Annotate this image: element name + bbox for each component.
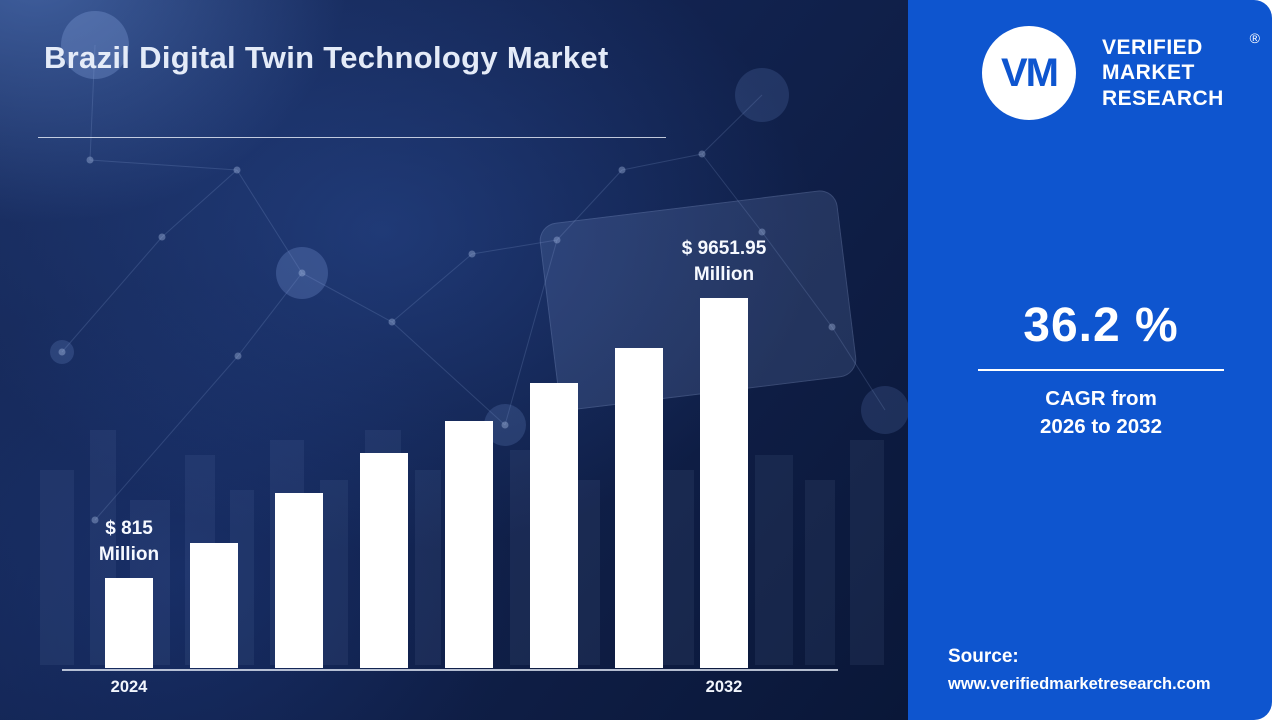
x-axis-label: 2032 xyxy=(705,678,743,696)
source-url[interactable]: www.verifiedmarketresearch.com xyxy=(948,675,1211,693)
bar-column xyxy=(530,383,578,668)
x-axis-labels: 2024 2032 xyxy=(62,668,838,708)
bar-column xyxy=(445,421,493,668)
cagr-label-line1: CAGR from xyxy=(1045,387,1157,410)
cagr-label: CAGR from 2026 to 2032 xyxy=(938,385,1264,440)
source-label: Source: xyxy=(948,646,1019,667)
bar-column xyxy=(275,493,323,668)
bar-value-annotation: $ 9651.95 Million xyxy=(681,237,767,285)
x-axis-label: 2024 xyxy=(110,678,148,696)
bar xyxy=(105,578,153,668)
x-axis-line xyxy=(62,669,838,671)
chart-section: Brazil Digital Twin Technology Market $ … xyxy=(0,0,908,720)
bar xyxy=(530,383,578,668)
bar-chart: $ 815 Million $ 9651.95 Million 2024 2032 xyxy=(62,230,838,696)
cagr-block: 36.2 % CAGR from 2026 to 2032 xyxy=(938,298,1264,440)
vmr-logo-icon: VM xyxy=(982,26,1076,120)
brand-logo: VM VERIFIED MARKET RESEARCH xyxy=(982,26,1224,120)
title-underline xyxy=(38,137,666,138)
constellation-lines xyxy=(61,44,886,521)
bars-container: $ 815 Million $ 9651.95 Million xyxy=(62,230,838,668)
bar xyxy=(360,453,408,668)
vmr-monogram: VM xyxy=(1001,50,1059,95)
brand-name-line: VERIFIED xyxy=(1102,35,1203,59)
bar xyxy=(275,493,323,668)
bar xyxy=(615,348,663,668)
constellation-nodes xyxy=(58,150,836,524)
cagr-label-line2: 2026 to 2032 xyxy=(1040,414,1162,438)
cagr-value: 36.2 % xyxy=(1023,299,1179,352)
brand-name-line: RESEARCH xyxy=(1102,86,1224,110)
page-title: Brazil Digital Twin Technology Market xyxy=(44,40,609,75)
brand-name: VERIFIED MARKET RESEARCH xyxy=(1102,35,1224,112)
bar-column xyxy=(615,348,663,668)
source-block: Source: www.verifiedmarketresearch.com xyxy=(948,646,1211,694)
bar xyxy=(190,543,238,668)
bar xyxy=(700,298,748,668)
bar-column: $ 815 Million xyxy=(99,516,159,668)
registered-trademark: ® xyxy=(1249,30,1260,46)
bar-column xyxy=(360,453,408,668)
bar-column: $ 9651.95 Million xyxy=(682,236,766,668)
glow-circles xyxy=(50,11,908,446)
info-panel: VM VERIFIED MARKET RESEARCH ® 36.2 % CAG… xyxy=(908,0,1272,720)
bar-column xyxy=(190,543,238,668)
brand-name-line: MARKET xyxy=(1102,61,1195,85)
cagr-divider xyxy=(978,369,1224,371)
bar-value-annotation: $ 815 Million xyxy=(98,517,160,565)
bar xyxy=(445,421,493,668)
